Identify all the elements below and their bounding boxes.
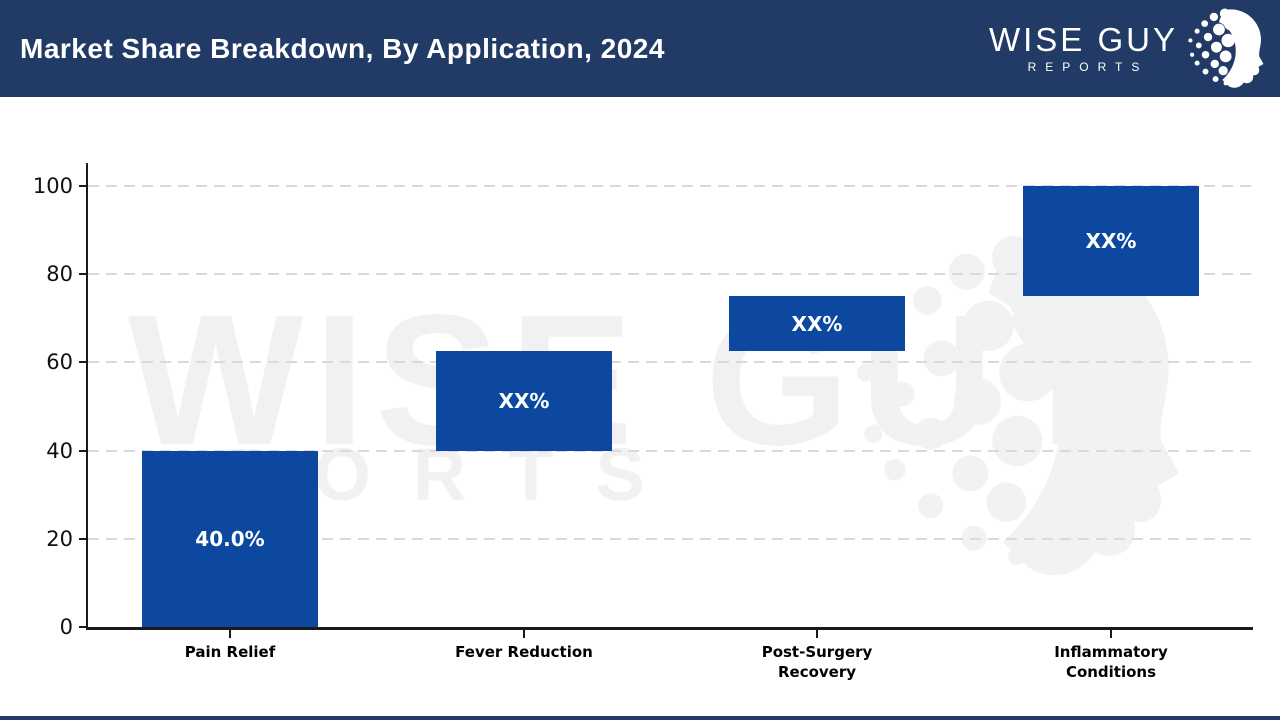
chart-title: Market Share Breakdown, By Application, … [20, 32, 665, 64]
y-tick-mark-100 [79, 185, 88, 187]
plot-area: 0 20 40 60 80 100 40.0% Pain Relief XX% Fever Red… [33, 163, 1253, 681]
y-tick-label-20: 20 [46, 526, 73, 551]
y-axis-line [86, 163, 88, 627]
gridline-20 [88, 537, 1253, 540]
x-tick-mark-2 [816, 630, 818, 638]
y-tick-mark-40 [79, 449, 88, 452]
x-category-label-1: Fever Reduction [455, 643, 593, 661]
y-tick-mark-20 [79, 537, 88, 540]
bar-2: XX% [729, 296, 905, 352]
brand-head-icon [1182, 6, 1266, 90]
y-tick-label-80: 80 [46, 262, 73, 287]
bar-3: XX% [1023, 186, 1199, 297]
bar-0: 40.0% [142, 450, 318, 627]
x-tick-mark-1 [523, 630, 525, 638]
y-tick-label-0: 0 [59, 615, 73, 639]
brand-logo: WISE GUY REPORTS [989, 6, 1266, 90]
y-tick-mark-80 [79, 273, 88, 276]
gridline-100 [88, 185, 1253, 187]
brand-name: WISE GUY [988, 21, 1178, 59]
gridline-40 [88, 449, 1253, 452]
brand-subname: REPORTS [1027, 59, 1149, 74]
header-bar: Market Share Breakdown, By Application, … [0, 0, 1280, 97]
watermark-text-line1: WISE GUY [128, 277, 1139, 484]
y-tick-label-100: 100 [32, 174, 73, 198]
x-axis-line [86, 627, 1253, 630]
bar-1: XX% [436, 351, 612, 451]
y-tick-label-60: 60 [46, 350, 73, 375]
x-tick-mark-0 [229, 630, 231, 638]
footer-bar [0, 716, 1280, 720]
bar-value-label: XX% [1085, 229, 1137, 254]
x-category-label-0: Pain Relief [184, 643, 276, 661]
y-tick-mark-60 [79, 361, 88, 364]
y-tick-mark-0 [79, 626, 88, 628]
brand-logo-text: WISE GUY REPORTS [988, 21, 1178, 74]
x-tick-mark-3 [1110, 630, 1112, 638]
bar-value-label: XX% [791, 311, 843, 336]
x-category-label-3: Inflammatory Conditions [1054, 643, 1168, 682]
x-category-label-2: Post-Surgery Recovery [761, 643, 873, 682]
y-tick-label-40: 40 [46, 438, 73, 463]
bar-value-label: 40.0% [195, 526, 265, 551]
bar-value-label: XX% [498, 389, 550, 413]
gridline-80 [88, 273, 1253, 276]
gridline-60 [88, 361, 1253, 364]
